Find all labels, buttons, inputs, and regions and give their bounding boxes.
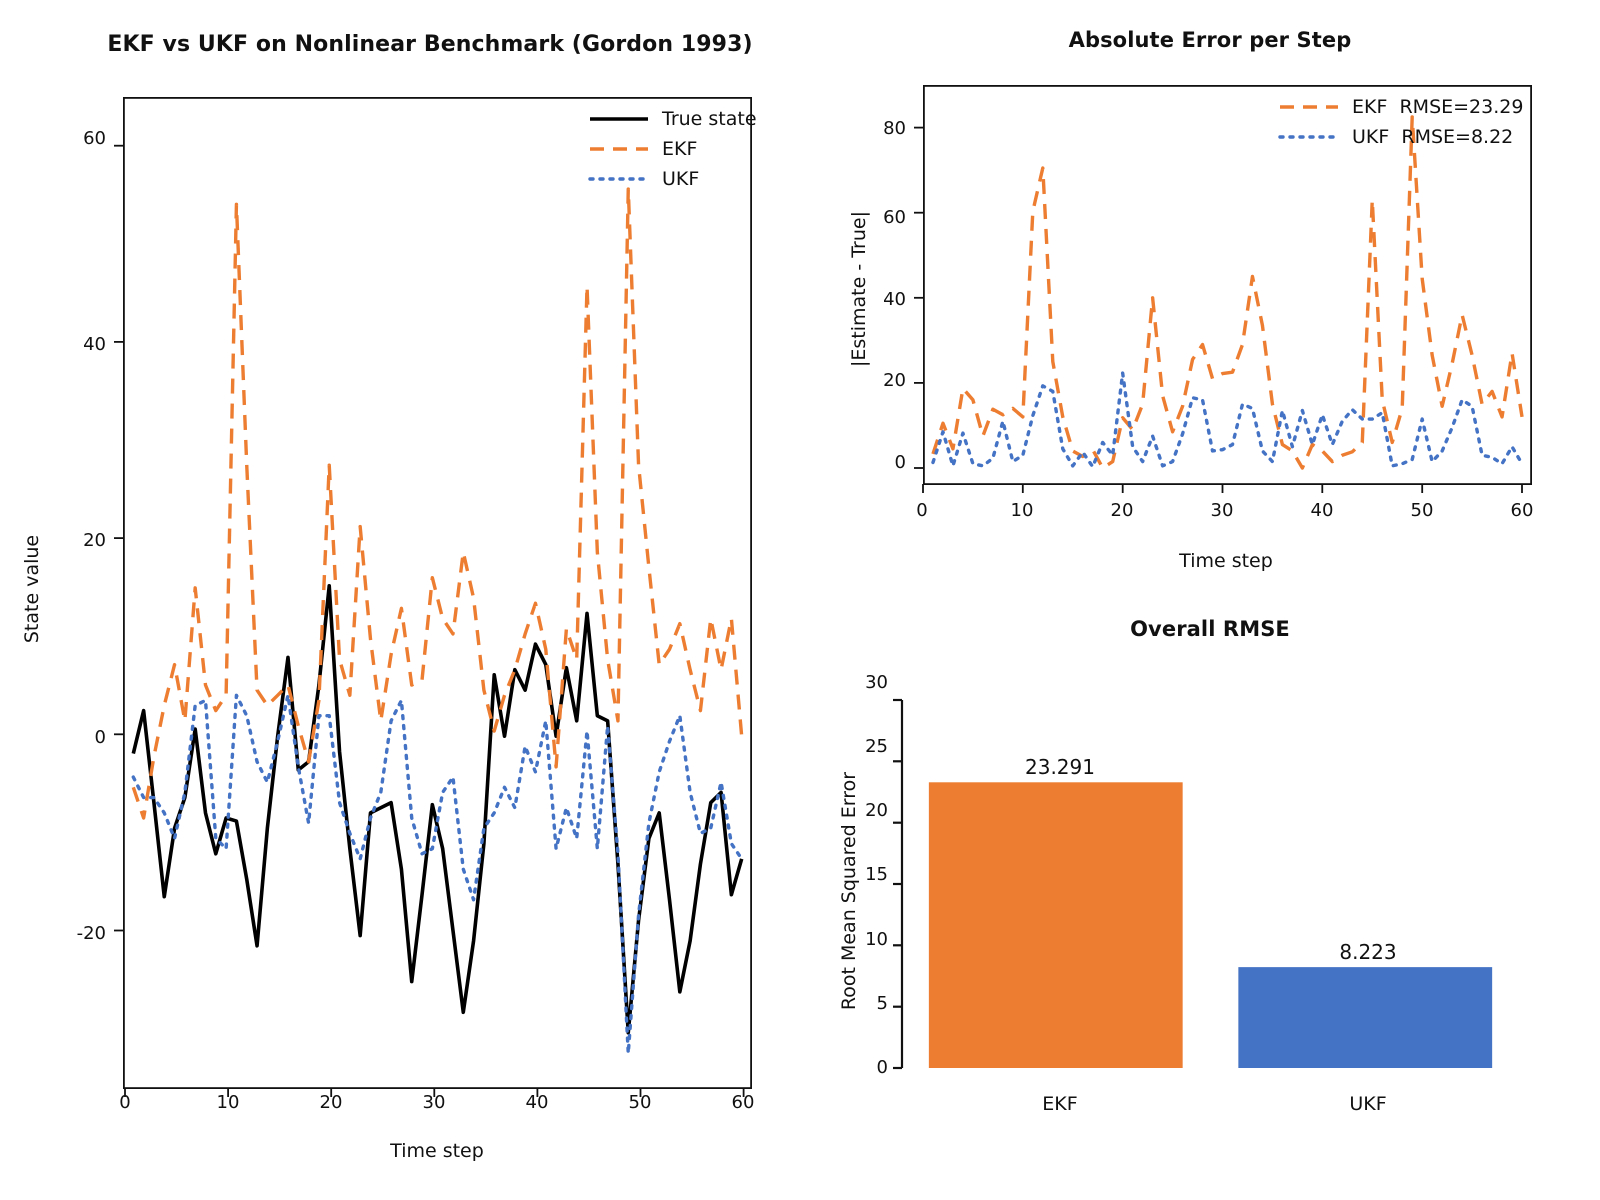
main-xtick-3: 30 bbox=[422, 1092, 446, 1113]
main-x-ticks bbox=[124, 1088, 745, 1097]
main-xtick-2: 20 bbox=[319, 1092, 343, 1113]
main-panel-title: EKF vs UKF on Nonlinear Benchmark (Gordo… bbox=[107, 32, 753, 57]
main-legend-item-true-state: True state bbox=[588, 104, 757, 134]
panel-state-tracking: EKF vs UKF on Nonlinear Benchmark (Gordo… bbox=[21, 32, 757, 1162]
error-xtick-5: 50 bbox=[1410, 500, 1434, 521]
main-ytick-4: 60 bbox=[83, 128, 106, 149]
main-legend-label-2: UKF bbox=[662, 168, 700, 190]
rmse-ytick-4: 20 bbox=[865, 800, 888, 821]
rmse-panel-title: Overall RMSE bbox=[1130, 617, 1290, 641]
series-line bbox=[131, 693, 744, 1055]
rmse-ytick-0: 0 bbox=[876, 1057, 888, 1078]
panel-absolute-error: Absolute Error per Step |Estimate - True… bbox=[800, 0, 1600, 600]
legend-line-dashed-icon bbox=[590, 147, 648, 151]
error-xtick-3: 30 bbox=[1210, 500, 1234, 521]
error-ytick-3: 60 bbox=[883, 207, 906, 228]
main-xtick-4: 40 bbox=[525, 1092, 549, 1113]
main-xtick-6: 60 bbox=[731, 1092, 755, 1113]
rmse-y-ticks bbox=[893, 698, 902, 1070]
error-x-ticks bbox=[922, 484, 1523, 493]
rmse-category-label-1: UKF bbox=[1349, 1093, 1387, 1115]
series-line bbox=[931, 115, 1524, 470]
rmse-ytick-2: 10 bbox=[865, 929, 888, 950]
main-legend: True state EKF UKF bbox=[588, 104, 757, 194]
error-ytick-4: 80 bbox=[883, 118, 906, 139]
rmse-bar-value-1: 8.223 bbox=[1339, 940, 1397, 964]
main-series-group bbox=[131, 187, 744, 1055]
error-legend-label-0: EKF RMSE=23.29 bbox=[1352, 96, 1524, 118]
main-xtick-0: 0 bbox=[119, 1092, 131, 1113]
main-ytick-2: 20 bbox=[83, 530, 106, 551]
rmse-ytick-6: 30 bbox=[865, 672, 888, 693]
legend-line-dotted-icon bbox=[1278, 135, 1340, 139]
error-xtick-6: 60 bbox=[1510, 500, 1534, 521]
error-ytick-0: 0 bbox=[894, 452, 906, 473]
rmse-bar bbox=[1238, 967, 1493, 1068]
error-xtick-0: 0 bbox=[916, 500, 928, 521]
rmse-ytick-3: 15 bbox=[865, 864, 888, 885]
main-ytick-3: 40 bbox=[83, 334, 106, 355]
legend-line-dashed-icon bbox=[1280, 105, 1338, 109]
main-xtick-1: 10 bbox=[216, 1092, 240, 1113]
error-ytick-2: 40 bbox=[883, 289, 906, 310]
error-x-axis-label: Time step bbox=[1179, 550, 1273, 572]
panel-overall-rmse: Overall RMSE Root Mean Squared Error 0 5… bbox=[800, 600, 1600, 1200]
error-plot-frame bbox=[922, 84, 1533, 486]
error-series-group bbox=[931, 115, 1524, 470]
error-legend-item-ekf: EKF RMSE=23.29 bbox=[1278, 92, 1578, 122]
error-legend: EKF RMSE=23.29 UKF RMSE=8.22 bbox=[1278, 92, 1578, 152]
main-ytick-1: 0 bbox=[94, 727, 106, 748]
error-xtick-1: 10 bbox=[1010, 500, 1034, 521]
error-legend-item-ukf: UKF RMSE=8.22 bbox=[1278, 122, 1578, 152]
main-legend-label-0: True state bbox=[662, 108, 757, 130]
main-x-axis-label: Time step bbox=[390, 1140, 484, 1162]
error-y-ticks bbox=[914, 126, 923, 469]
error-legend-label-1: UKF RMSE=8.22 bbox=[1352, 126, 1514, 148]
main-xtick-5: 50 bbox=[628, 1092, 652, 1113]
error-xtick-4: 40 bbox=[1310, 500, 1334, 521]
main-legend-item-ekf: EKF bbox=[588, 134, 748, 164]
rmse-plot-area bbox=[893, 698, 1493, 1070]
main-plot-area bbox=[114, 96, 753, 1097]
rmse-bars-group bbox=[928, 782, 1493, 1068]
main-legend-label-1: EKF bbox=[662, 138, 698, 160]
rmse-ytick-1: 5 bbox=[876, 993, 888, 1014]
rmse-bar bbox=[928, 782, 1183, 1068]
series-line bbox=[931, 371, 1524, 469]
error-plot-area bbox=[914, 84, 1533, 493]
error-xtick-2: 20 bbox=[1110, 500, 1134, 521]
main-plot-frame bbox=[122, 96, 753, 1090]
rmse-bar-value-0: 23.291 bbox=[1025, 755, 1095, 779]
series-line bbox=[131, 187, 744, 820]
legend-line-dotted-icon bbox=[588, 177, 650, 181]
rmse-category-label-0: EKF bbox=[1042, 1093, 1078, 1115]
main-y-ticks bbox=[114, 144, 123, 932]
error-panel-title: Absolute Error per Step bbox=[1068, 28, 1352, 52]
error-ytick-1: 20 bbox=[883, 370, 906, 391]
main-legend-item-ukf: UKF bbox=[588, 164, 748, 194]
rmse-ytick-5: 25 bbox=[865, 736, 888, 757]
main-ytick-0: -20 bbox=[76, 923, 106, 944]
legend-line-solid-icon bbox=[590, 117, 648, 121]
